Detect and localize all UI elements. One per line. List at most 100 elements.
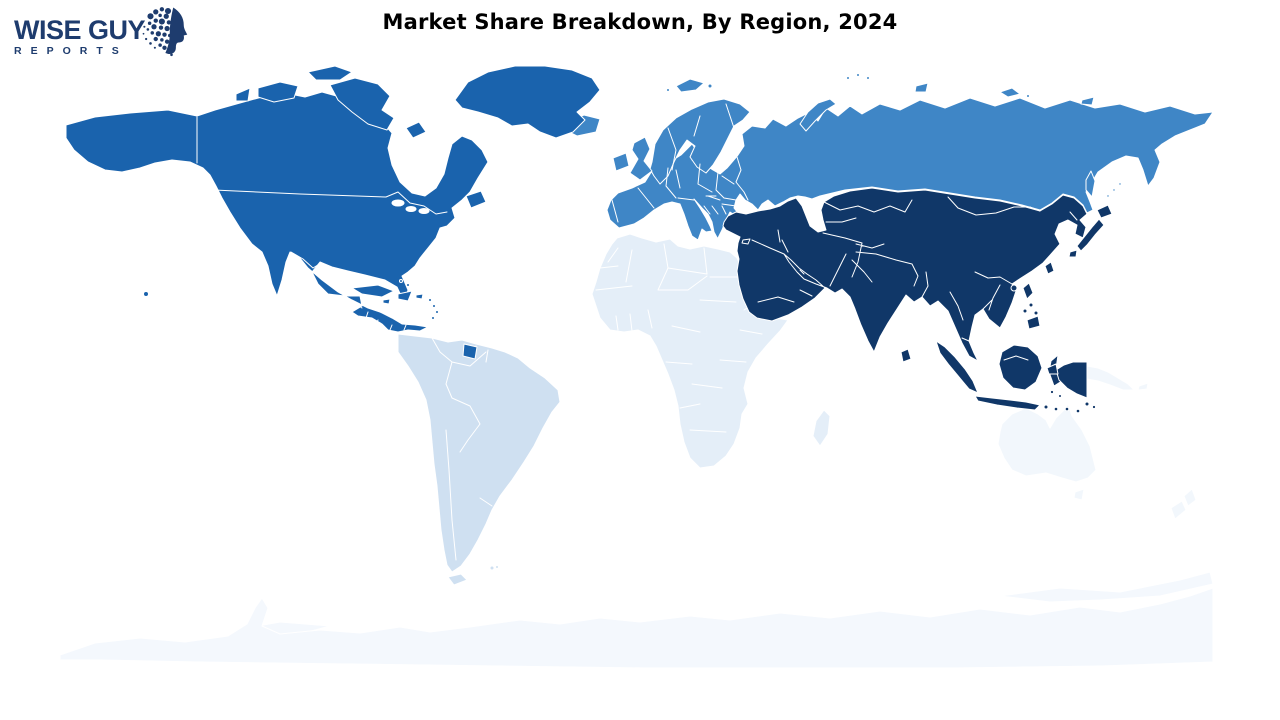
logo: WISE GUY REPORTS xyxy=(14,6,189,60)
moluccas-islet xyxy=(1049,389,1055,395)
falkland-island xyxy=(495,565,499,569)
region-africa xyxy=(591,233,831,469)
lesser-sunda-islet xyxy=(1043,404,1049,410)
antarctica-shelf-2 xyxy=(999,571,1214,603)
new-zealand-south xyxy=(1170,500,1187,520)
japan-kyushu xyxy=(1068,249,1078,258)
great-lake xyxy=(418,208,430,214)
asia-borders xyxy=(751,196,1078,361)
philippines-islet xyxy=(1033,310,1039,316)
north-america-borders xyxy=(196,116,448,331)
new-zealand-north xyxy=(1183,488,1197,507)
hispaniola xyxy=(397,290,413,302)
west-papua xyxy=(1055,361,1088,399)
puerto-rico xyxy=(415,293,424,300)
ellesmere-island xyxy=(307,65,353,81)
newfoundland xyxy=(465,190,487,209)
great-lake xyxy=(405,206,417,212)
philippines-luzon xyxy=(1022,282,1034,300)
philippines-islet xyxy=(1028,302,1034,308)
franz-josef-islet xyxy=(856,73,860,77)
madagascar xyxy=(812,409,831,447)
bahamas-islet xyxy=(406,283,410,287)
moluccas-islet xyxy=(1058,394,1062,398)
southampton-island xyxy=(405,121,427,139)
antilles-islet xyxy=(431,316,435,320)
svalbard-islet xyxy=(666,88,670,92)
borneo xyxy=(998,344,1043,391)
region-europe-russia xyxy=(564,73,1214,244)
great-lake xyxy=(391,199,405,207)
west-papua-birds-head xyxy=(1046,363,1059,375)
eurasia-north-mainland xyxy=(606,97,1214,244)
kuril-islet xyxy=(1112,188,1116,192)
philippines-mindanao xyxy=(1026,315,1041,330)
svalbard xyxy=(675,78,705,93)
java xyxy=(974,395,1041,411)
region-antarctica xyxy=(59,571,1214,669)
papua-new-guinea xyxy=(1086,365,1135,391)
arctic-island xyxy=(235,87,251,102)
new-siberian-islet xyxy=(1026,94,1030,98)
arctic-island xyxy=(257,81,299,103)
severnaya-zemlya xyxy=(914,82,929,93)
logo-subtext: REPORTS xyxy=(14,45,128,57)
svalbard-islet xyxy=(707,83,713,89)
sri-lanka xyxy=(900,348,912,363)
japan-honshu xyxy=(1076,218,1105,252)
philippines-islet xyxy=(1022,308,1028,314)
jamaica xyxy=(382,298,391,305)
sumatra xyxy=(935,340,979,394)
timor-islet xyxy=(1084,401,1090,407)
kuril-islet xyxy=(1106,194,1110,198)
lesser-sunda-islet xyxy=(1053,406,1059,412)
taiwan xyxy=(1044,261,1055,275)
sakhalin xyxy=(1085,170,1096,198)
novaya-zemlya xyxy=(799,98,837,132)
scandinavia xyxy=(649,98,751,185)
french-guiana xyxy=(462,343,478,360)
lesser-sunda-islet xyxy=(1075,408,1081,414)
hawaii xyxy=(143,291,149,297)
bahamas-islet xyxy=(399,279,403,283)
north-america-mainland xyxy=(65,91,489,333)
lesser-sunda-islet xyxy=(1064,406,1070,412)
antilles-islet xyxy=(432,304,436,308)
africa-mainland xyxy=(591,233,789,469)
hainan xyxy=(1010,284,1018,292)
wrangel-island xyxy=(1080,96,1095,106)
franz-josef-islet xyxy=(866,76,870,80)
chart-title: Market Share Breakdown, By Region, 2024 xyxy=(382,10,898,34)
logo-wordmark: WISE GUY xyxy=(14,15,146,45)
antilles-islet xyxy=(428,298,432,302)
australia xyxy=(997,403,1097,483)
new-britain xyxy=(1137,382,1149,391)
cyprus xyxy=(741,238,751,245)
japan-hokkaido xyxy=(1096,204,1113,219)
greenland xyxy=(454,65,601,139)
south-america-mainland xyxy=(397,333,561,573)
africa-borders xyxy=(595,243,763,433)
region-north-america xyxy=(65,65,601,360)
tasmania xyxy=(1073,488,1085,501)
cuba xyxy=(351,284,395,298)
antilles-islet xyxy=(435,310,439,314)
tierra-del-fuego xyxy=(447,573,468,586)
asia-mainland xyxy=(722,187,1088,362)
falkland-island xyxy=(489,565,495,571)
region-asia-pacific xyxy=(722,187,1113,414)
baffin-island xyxy=(329,77,395,131)
logo-head-icon xyxy=(142,7,188,57)
kuril-islet xyxy=(1118,182,1122,186)
logo-face-profile xyxy=(165,7,188,55)
franz-josef-islet xyxy=(846,76,850,80)
logo-text: WISE GUY REPORTS xyxy=(14,15,146,58)
region-oceania xyxy=(997,365,1197,520)
new-siberian-islands xyxy=(999,87,1021,98)
region-south-america xyxy=(397,333,561,586)
europe-borders xyxy=(611,103,749,223)
ireland xyxy=(612,152,630,172)
great-britain xyxy=(629,136,653,181)
